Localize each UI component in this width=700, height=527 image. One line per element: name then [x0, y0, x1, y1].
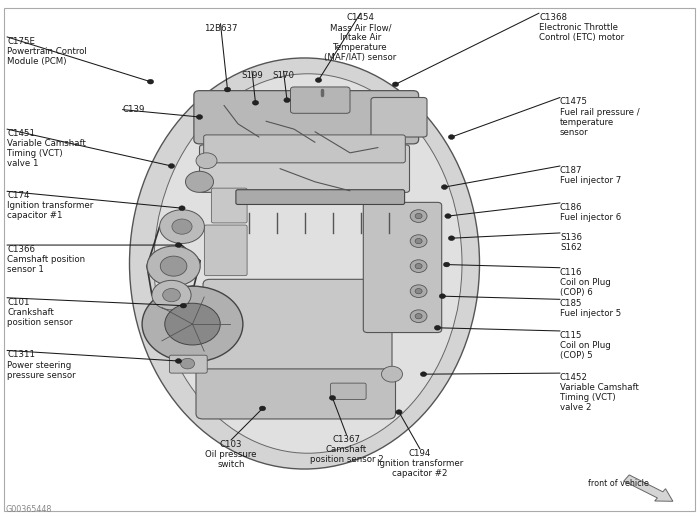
FancyBboxPatch shape: [236, 190, 405, 204]
Circle shape: [160, 256, 187, 276]
Circle shape: [152, 280, 191, 310]
Circle shape: [434, 325, 441, 330]
Text: C115
Coil on Plug
(COP) 5: C115 Coil on Plug (COP) 5: [560, 331, 610, 360]
FancyBboxPatch shape: [330, 383, 366, 399]
Text: C116
Coil on Plug
(COP) 6: C116 Coil on Plug (COP) 6: [560, 268, 610, 297]
Circle shape: [186, 171, 214, 192]
Circle shape: [168, 163, 175, 169]
Text: C185
Fuel injector 5: C185 Fuel injector 5: [560, 299, 622, 318]
FancyBboxPatch shape: [363, 202, 442, 333]
Circle shape: [181, 304, 186, 308]
Circle shape: [164, 303, 220, 345]
Circle shape: [147, 246, 200, 286]
FancyBboxPatch shape: [196, 369, 396, 419]
Text: front of vehicle: front of vehicle: [588, 479, 649, 488]
Text: C1311
Power steering
pressure sensor: C1311 Power steering pressure sensor: [7, 350, 76, 379]
Circle shape: [162, 288, 181, 302]
Text: C175E
Powertrain Control
Module (PCM): C175E Powertrain Control Module (PCM): [7, 37, 87, 66]
Text: C103
Oil pressure
switch: C103 Oil pressure switch: [205, 440, 257, 469]
Text: C186
Fuel injector 6: C186 Fuel injector 6: [560, 203, 622, 222]
Circle shape: [440, 294, 445, 298]
Circle shape: [415, 314, 422, 319]
Text: C187
Fuel injector 7: C187 Fuel injector 7: [560, 166, 622, 185]
Circle shape: [410, 310, 427, 323]
Text: C139: C139: [122, 105, 145, 114]
Circle shape: [449, 134, 455, 139]
Circle shape: [420, 372, 426, 377]
Circle shape: [315, 77, 321, 82]
Circle shape: [147, 79, 154, 84]
Text: 12B637: 12B637: [204, 24, 237, 33]
Text: C1367
Camshaft
position sensor 2: C1367 Camshaft position sensor 2: [309, 435, 384, 464]
Circle shape: [449, 236, 455, 240]
Circle shape: [172, 219, 192, 234]
Text: C194
Ignition transformer
capacitor #2: C194 Ignition transformer capacitor #2: [377, 449, 463, 478]
Circle shape: [442, 184, 448, 190]
Circle shape: [415, 238, 422, 243]
FancyBboxPatch shape: [194, 91, 419, 144]
Circle shape: [410, 260, 427, 272]
Text: C101
Crankshaft
position sensor: C101 Crankshaft position sensor: [7, 298, 73, 327]
Circle shape: [175, 242, 182, 248]
Text: C1452
Variable Camshaft
Timing (VCT)
valve 2: C1452 Variable Camshaft Timing (VCT) val…: [560, 373, 639, 412]
Circle shape: [410, 285, 427, 297]
Circle shape: [330, 395, 336, 401]
Circle shape: [196, 114, 203, 120]
Circle shape: [415, 264, 422, 269]
FancyBboxPatch shape: [211, 188, 247, 223]
Text: C174
Ignition transformer
capacitor #1: C174 Ignition transformer capacitor #1: [7, 191, 93, 220]
Text: C1366
Camshaft position
sensor 1: C1366 Camshaft position sensor 1: [7, 245, 85, 274]
Circle shape: [252, 100, 258, 105]
Circle shape: [142, 286, 243, 362]
Circle shape: [196, 153, 217, 169]
Circle shape: [415, 289, 422, 294]
Circle shape: [160, 210, 204, 243]
Circle shape: [415, 213, 422, 219]
FancyBboxPatch shape: [203, 279, 392, 382]
Circle shape: [410, 235, 427, 248]
Text: C1451
Variable Camshaft
Timing (VCT)
valve 1: C1451 Variable Camshaft Timing (VCT) val…: [7, 129, 86, 168]
FancyArrow shape: [624, 475, 673, 501]
Circle shape: [444, 262, 449, 267]
Circle shape: [175, 358, 182, 364]
Ellipse shape: [130, 58, 480, 469]
Circle shape: [410, 210, 427, 222]
Text: S199: S199: [241, 71, 263, 80]
FancyBboxPatch shape: [204, 225, 247, 276]
FancyBboxPatch shape: [169, 355, 207, 373]
FancyBboxPatch shape: [371, 97, 427, 137]
Text: C1368
Electronic Throttle
Control (ETC) motor: C1368 Electronic Throttle Control (ETC) …: [539, 13, 624, 42]
Text: C1454
Mass Air Flow/
Intake Air
Temperature
(MAF/IAT) sensor: C1454 Mass Air Flow/ Intake Air Temperat…: [324, 13, 397, 62]
Circle shape: [396, 410, 402, 414]
Text: G00365448: G00365448: [6, 505, 52, 514]
Circle shape: [181, 358, 195, 369]
Circle shape: [392, 82, 398, 86]
FancyBboxPatch shape: [199, 145, 410, 192]
Text: S136
S162: S136 S162: [560, 233, 582, 252]
Ellipse shape: [154, 74, 462, 453]
Circle shape: [445, 214, 451, 218]
Circle shape: [224, 87, 231, 92]
FancyBboxPatch shape: [204, 135, 405, 163]
FancyBboxPatch shape: [290, 87, 350, 113]
Circle shape: [284, 97, 290, 103]
Text: S170: S170: [272, 71, 295, 80]
Circle shape: [382, 366, 402, 382]
Circle shape: [179, 206, 185, 211]
Circle shape: [260, 406, 265, 411]
Text: C1475
Fuel rail pressure /
temperature
sensor: C1475 Fuel rail pressure / temperature s…: [560, 97, 640, 136]
